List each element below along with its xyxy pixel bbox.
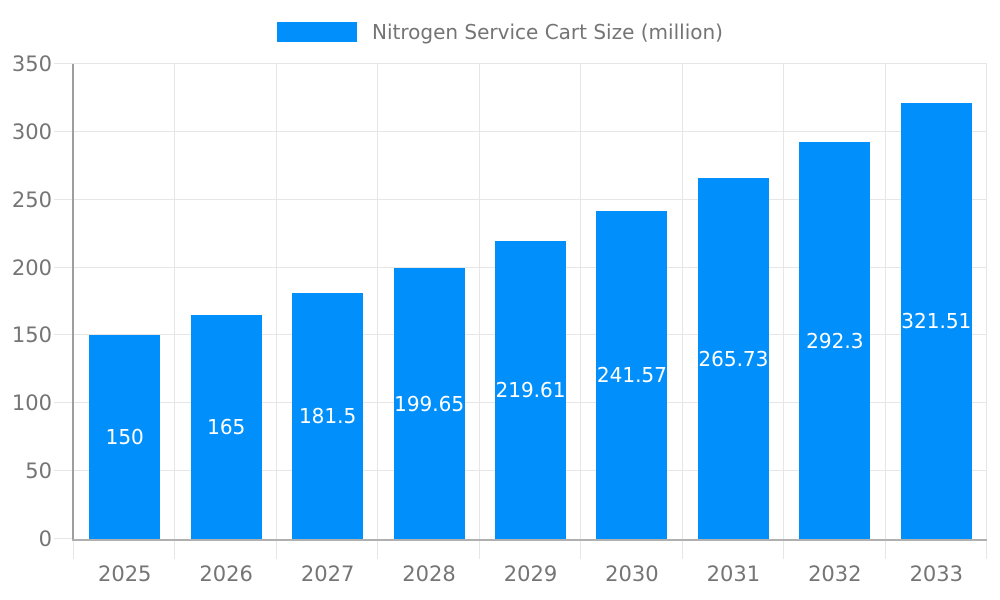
bar-value-label: 219.61 — [495, 378, 566, 402]
x-axis-label: 2029 — [503, 562, 558, 586]
y-gridline — [74, 63, 987, 64]
x-gridline — [276, 64, 277, 539]
bar-value-label: 181.5 — [298, 403, 357, 428]
x-gridline — [986, 64, 987, 539]
bar[interactable]: 181.5 — [292, 292, 364, 539]
y-tick — [54, 131, 74, 132]
x-tick — [783, 539, 784, 559]
y-tick — [54, 334, 74, 335]
y-tick — [54, 63, 74, 64]
x-axis-label: 2026 — [199, 562, 253, 586]
bar-value-label: 165 — [207, 415, 246, 440]
x-axis-label: 2030 — [605, 562, 659, 586]
x-tick — [580, 539, 581, 559]
bar-value-label: 241.57 — [596, 363, 667, 388]
x-gridline — [580, 64, 581, 539]
x-gridline — [174, 64, 175, 539]
y-tick — [54, 470, 74, 471]
x-axis-line — [72, 539, 987, 541]
x-axis-label: 2033 — [909, 562, 964, 586]
legend-label: Nitrogen Service Cart Size (million) — [372, 20, 723, 44]
bar-value-label: 265.73 — [698, 346, 769, 371]
y-tick — [54, 402, 74, 403]
bar[interactable]: 265.73 — [697, 178, 769, 539]
bar[interactable]: 150 — [89, 335, 161, 539]
bar[interactable]: 165 — [190, 315, 262, 539]
y-axis-label: 100 — [11, 391, 52, 415]
bar-value-label: 292.3 — [806, 328, 864, 353]
x-axis-label: 2032 — [808, 562, 862, 586]
x-axis-label: 2027 — [300, 562, 355, 586]
x-gridline — [783, 64, 784, 539]
x-gridline — [377, 64, 378, 539]
x-tick — [479, 539, 480, 559]
x-gridline — [682, 64, 683, 539]
bar[interactable]: 292.3 — [799, 142, 871, 539]
y-axis-label: 250 — [11, 188, 52, 212]
bar-value-label: 321.51 — [901, 308, 972, 333]
y-axis-label: 350 — [11, 52, 52, 76]
x-axis-label: 2031 — [706, 562, 761, 586]
x-tick — [377, 539, 378, 559]
x-axis-label: 2025 — [97, 562, 152, 586]
bar[interactable]: 321.51 — [900, 102, 972, 539]
x-tick — [276, 539, 277, 559]
y-axis-label: 300 — [11, 120, 52, 144]
x-tick — [986, 539, 987, 559]
bar[interactable]: 219.61 — [495, 241, 566, 539]
x-tick — [682, 539, 683, 559]
bar[interactable]: 241.57 — [596, 211, 668, 539]
y-axis-label: 150 — [11, 323, 52, 347]
bar-value-label: 150 — [105, 425, 144, 450]
y-axis-label: 200 — [11, 256, 52, 280]
x-tick — [174, 539, 175, 559]
bar-value-label: 199.65 — [394, 391, 465, 416]
legend-item[interactable]: Nitrogen Service Cart Size (million) — [277, 20, 723, 44]
y-axis-label: 0 — [38, 527, 52, 551]
y-tick — [54, 199, 74, 200]
legend-marker — [277, 22, 358, 42]
x-tick — [885, 539, 886, 559]
y-tick — [54, 267, 74, 268]
y-axis-line — [72, 64, 74, 541]
legend: Nitrogen Service Cart Size (million) — [0, 12, 1000, 52]
x-axis-label: 2028 — [402, 562, 456, 586]
y-tick — [54, 538, 74, 539]
x-gridline — [885, 64, 886, 539]
y-gridline — [74, 199, 987, 200]
y-axis-label: 50 — [25, 459, 52, 483]
bar[interactable]: 199.65 — [393, 268, 465, 539]
x-gridline — [479, 64, 480, 539]
x-tick — [73, 539, 74, 559]
y-gridline — [74, 131, 987, 132]
